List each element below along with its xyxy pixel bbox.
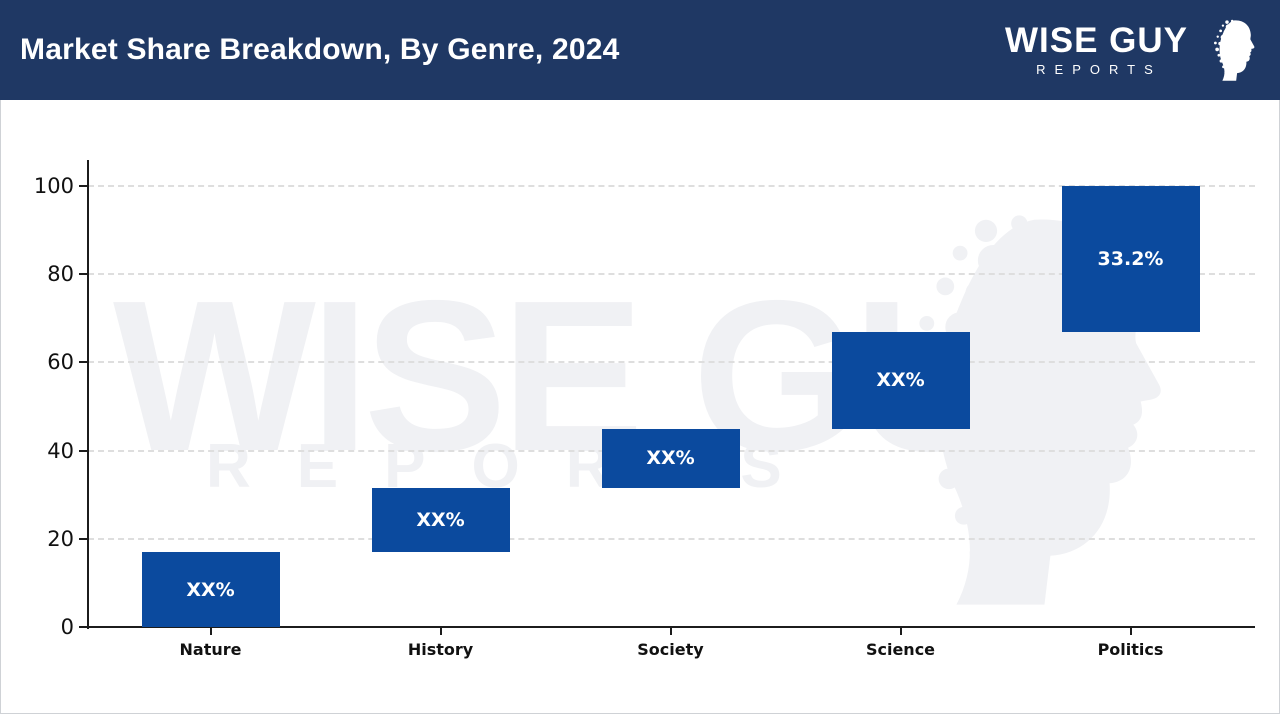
y-axis-spine <box>87 160 89 629</box>
logo-wordmark: WISE GUY REPORTS <box>1005 23 1188 77</box>
wise-guy-face-icon <box>1198 17 1256 83</box>
x-tick-science <box>899 628 902 635</box>
y-tick-0 <box>79 626 88 628</box>
bar-value-label: XX% <box>876 369 925 392</box>
y-tick-label-80: 80 <box>47 262 74 287</box>
bar-value-label: XX% <box>186 578 235 601</box>
x-axis-label-society: Society <box>637 640 704 659</box>
gridline-60 <box>88 361 1255 364</box>
bar-society: XX% <box>601 428 740 489</box>
x-axis-spine <box>87 626 1255 628</box>
logo-sub-text: REPORTS <box>1036 62 1162 77</box>
logo-name-text: WISE GUY <box>1004 21 1188 60</box>
wise-guy-logo: WISE GUY REPORTS <box>1005 17 1256 83</box>
bar-value-label: 33.2% <box>1097 248 1164 271</box>
gridline-80 <box>88 273 1255 276</box>
x-axis-label-nature: Nature <box>179 640 242 659</box>
bar-value-label: XX% <box>416 509 465 532</box>
gridline-100 <box>88 185 1255 187</box>
x-axis-label-science: Science <box>865 640 936 659</box>
bar-value-label: XX% <box>646 447 695 470</box>
page-title: Market Share Breakdown, By Genre, 2024 <box>20 33 620 66</box>
y-tick-80 <box>79 273 88 276</box>
y-tick-label-60: 60 <box>47 350 74 375</box>
bar-politics: 33.2% <box>1061 186 1200 333</box>
y-tick-label-40: 40 <box>47 438 74 463</box>
y-tick-label-100: 100 <box>33 174 74 198</box>
y-tick-40 <box>79 449 88 452</box>
bar-science: XX% <box>831 332 970 429</box>
x-tick-history <box>439 628 442 635</box>
y-tick-60 <box>79 361 88 364</box>
y-tick-100 <box>79 185 88 187</box>
x-tick-society <box>669 628 672 635</box>
gridline-20 <box>88 537 1255 540</box>
x-axis-label-history: History <box>407 640 474 659</box>
bar-nature: XX% <box>141 552 280 627</box>
bar-history: XX% <box>371 488 510 553</box>
y-tick-20 <box>79 537 88 540</box>
header: Market Share Breakdown, By Genre, 2024 W… <box>0 0 1280 100</box>
y-tick-label-20: 20 <box>47 526 74 551</box>
y-tick-label-0: 0 <box>60 615 74 639</box>
x-tick-politics <box>1129 628 1132 635</box>
x-axis-label-politics: Politics <box>1097 640 1164 659</box>
x-tick-nature <box>209 628 212 635</box>
